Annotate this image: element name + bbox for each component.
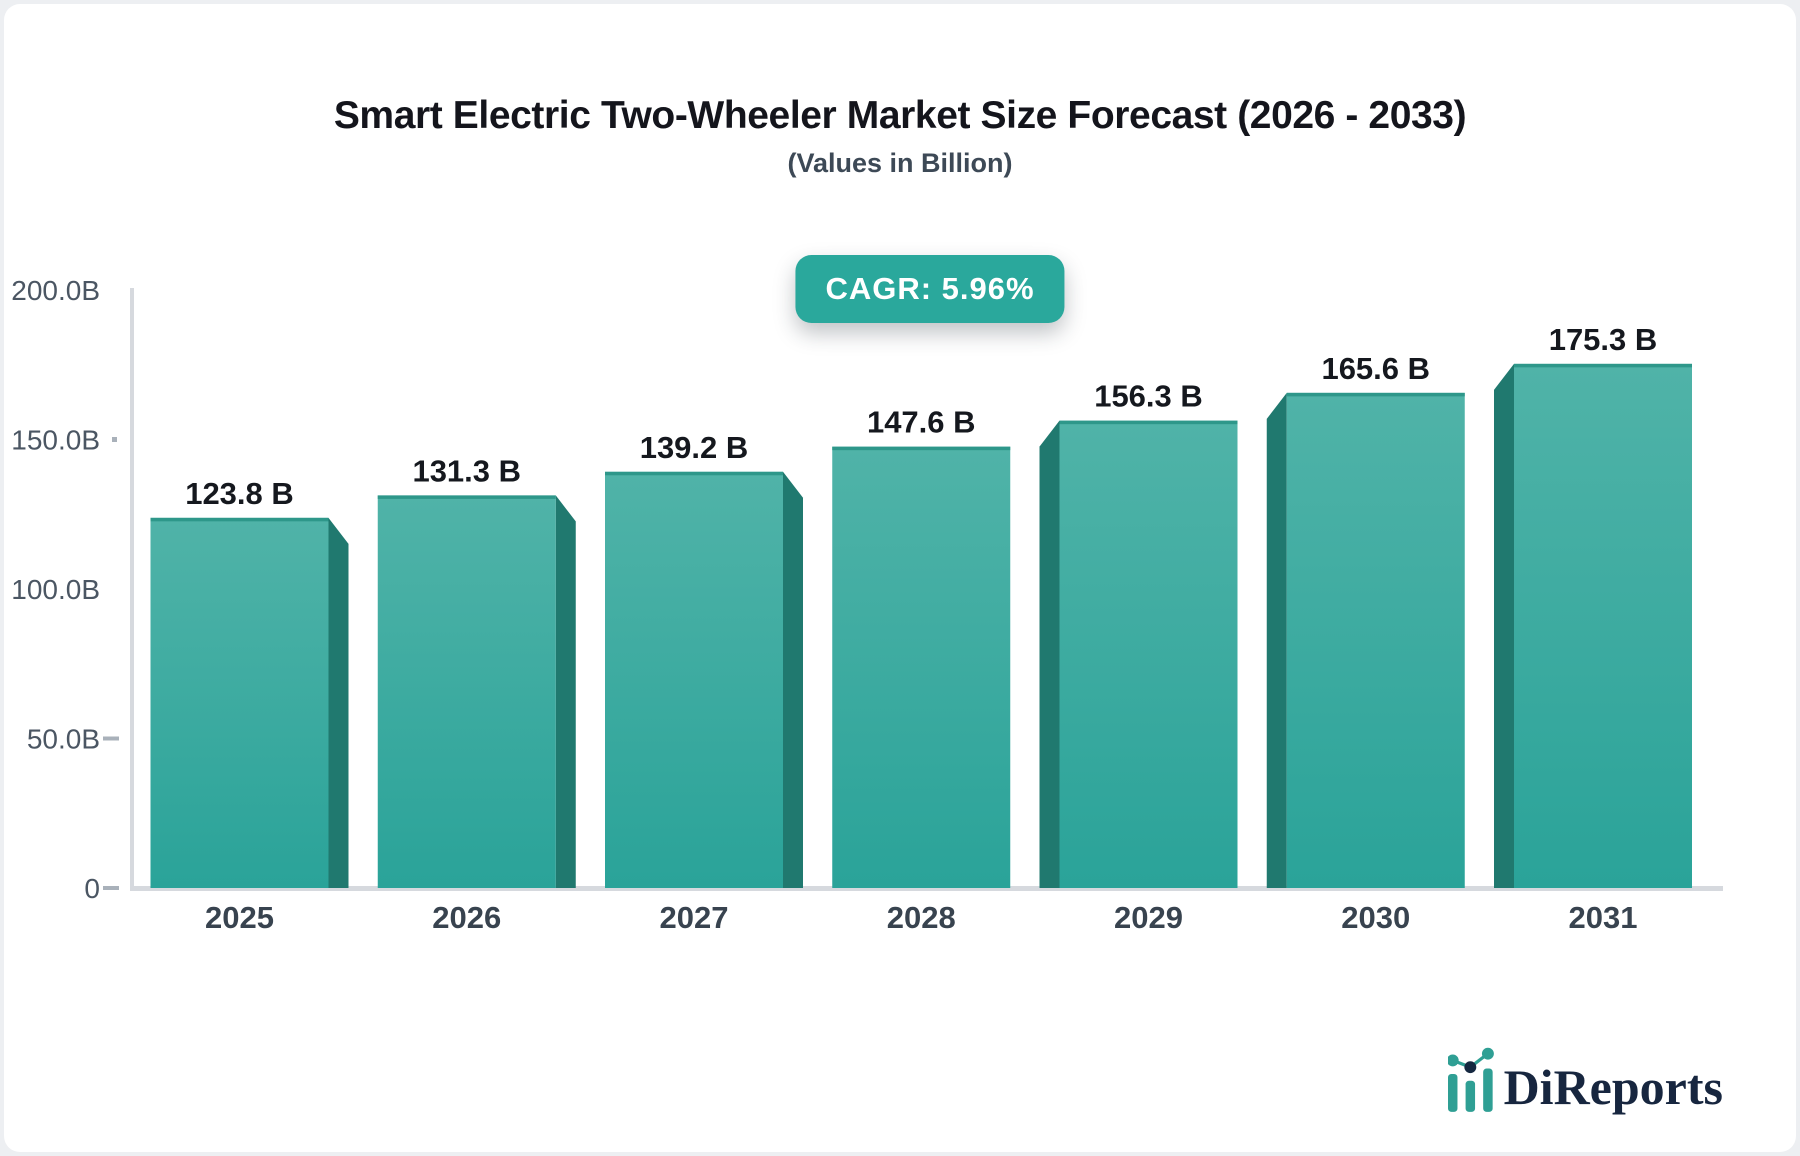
bar-top-edge: [832, 446, 1011, 451]
bar-top-edge: [377, 495, 556, 499]
cagr-badge-label: CAGR: 5.96%: [825, 271, 1035, 306]
bar-value-label: 165.6 B: [1321, 351, 1430, 386]
bar-front-face: [1059, 420, 1238, 888]
bar-side-face: [1266, 392, 1287, 888]
x-axis-label: 2027: [660, 900, 729, 935]
bar-side-face: [555, 495, 576, 888]
x-axis-label: 2029: [1114, 900, 1183, 935]
direports-logo: DiReports: [1447, 1044, 1723, 1115]
bar-value-label: 156.3 B: [1094, 379, 1203, 414]
y-axis-label: 100.0B: [11, 574, 100, 605]
cagr-badge: CAGR: 5.96%: [795, 255, 1065, 323]
bar-2025[interactable]: [150, 517, 349, 888]
bar-value-label: 147.6 B: [867, 405, 976, 440]
bar-top-edge: [1286, 392, 1465, 397]
bar-2031[interactable]: [1494, 363, 1692, 888]
y-axis-label: 0: [84, 873, 100, 904]
y-axis-line: [130, 288, 134, 891]
bar-2027[interactable]: [605, 471, 803, 888]
bar-top-edge: [1059, 420, 1238, 425]
bar-side-face: [1494, 363, 1514, 888]
y-tick-mark: [112, 437, 117, 442]
bar-front-face: [377, 495, 556, 888]
y-tick-mark: [103, 886, 119, 890]
bar-side-face: [328, 517, 349, 888]
bar-front-face: [832, 446, 1011, 888]
bar-value-label: 175.3 B: [1549, 322, 1658, 357]
bar-2029[interactable]: [1039, 420, 1238, 888]
bar-2026[interactable]: [377, 495, 576, 888]
bar-value-label: 123.8 B: [185, 476, 294, 511]
bar-front-face: [150, 517, 329, 888]
chart-title: Smart Electric Two-Wheeler Market Size F…: [333, 94, 1467, 137]
x-axis-line: [130, 886, 1723, 891]
x-axis-label: 2030: [1341, 900, 1410, 935]
x-axis-label: 2026: [432, 900, 501, 935]
bar-top-edge: [605, 471, 783, 476]
bar-side-face: [783, 471, 803, 888]
bar-top-edge: [1514, 363, 1692, 368]
bar-top-edge: [150, 517, 329, 522]
y-axis-label: 50.0B: [27, 724, 100, 755]
y-axis-label: 200.0B: [11, 275, 100, 306]
bar-2028[interactable]: [832, 446, 1011, 888]
bar-front-face: [1286, 392, 1465, 888]
bar-side-face: [1039, 420, 1060, 888]
x-axis-label: 2031: [1569, 900, 1638, 935]
x-axis-label: 2025: [205, 900, 274, 935]
bar-value-label: 139.2 B: [640, 430, 749, 465]
direports-bars-logo-icon: [1447, 1047, 1494, 1112]
x-axis-label: 2028: [887, 900, 956, 935]
bar-2030[interactable]: [1266, 392, 1465, 888]
chart-subtitle: (Values in Billion): [787, 148, 1013, 178]
y-axis-label: 150.0B: [11, 425, 100, 456]
y-tick-mark: [103, 736, 119, 741]
logo-text: DiReports: [1503, 1059, 1723, 1115]
bar-front-face: [605, 471, 783, 888]
bar-value-label: 131.3 B: [412, 453, 521, 488]
bar-front-face: [1514, 363, 1692, 888]
